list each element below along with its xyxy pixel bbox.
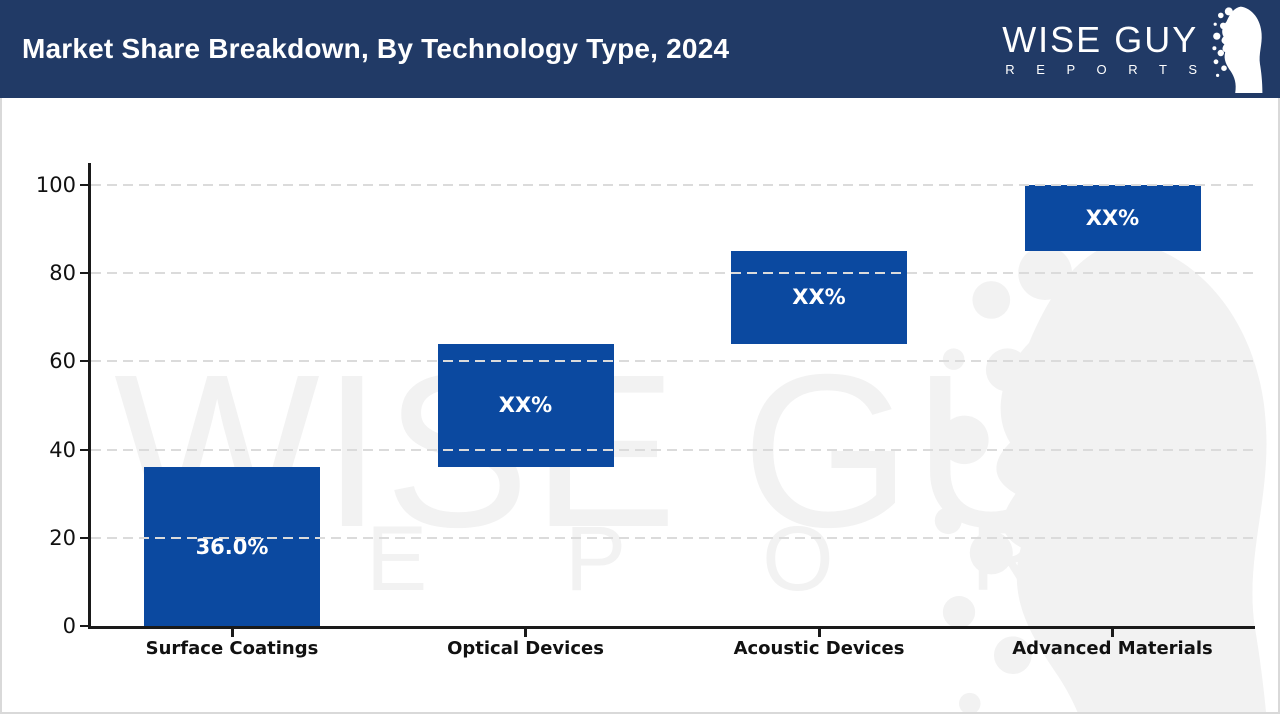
gridline-80 [91,272,1255,275]
chart-title: Market Share Breakdown, By Technology Ty… [22,33,730,64]
x-axis-label-surface-coatings: Surface Coatings [145,638,319,659]
wiseguy-face-icon [1210,5,1266,93]
x-axis-label-optical-devices: Optical Devices [447,638,604,659]
bar-value-label-acoustic-devices: XX% [792,285,846,310]
y-tick-0 [80,625,89,627]
plot-area: 36.0% XX% XX% XX% 0 20 40 60 80 100 Surface Coatin… [2,98,1278,712]
logo-text: WISE GUY R E P O R T S [1002,21,1206,77]
x-axis-label-acoustic-devices: Acoustic Devices [733,638,905,659]
y-tick-label-20: 20 [49,525,76,550]
bar-advanced-materials: XX% [1024,185,1201,252]
chart-panel: WISE GUY R E P O R T S 36.0%XX%XX%XX%020… [0,98,1280,714]
bar-acoustic-devices: XX% [731,251,907,344]
wiseguy-logo: WISE GUY R E P O R T S [1002,5,1266,93]
y-tick-label-40: 40 [49,437,76,462]
y-tick-40 [80,448,89,451]
y-tick-60 [80,360,89,363]
bar-surface-coatings: 36.0% [144,467,320,626]
x-tick-surface-coatings [230,629,234,637]
gridline-40 [91,448,1255,451]
y-tick-label-80: 80 [49,261,76,286]
x-tick-acoustic-devices [817,629,821,637]
y-tick-label-0: 0 [62,614,76,638]
logo-wordmark: WISE GUY [1002,19,1199,61]
y-tick-80 [80,272,89,275]
y-tick-100 [80,184,89,186]
y-tick-label-100: 100 [35,173,76,197]
gridline-20 [91,536,1255,539]
bar-optical-devices: XX% [437,343,614,468]
x-axis-label-advanced-materials: Advanced Materials [1012,638,1213,659]
bar-value-label-advanced-materials: XX% [1085,206,1140,231]
gridline-100 [91,184,1255,186]
x-tick-advanced-materials [1111,629,1114,637]
header-bar: Market Share Breakdown, By Technology Ty… [0,0,1280,98]
x-tick-optical-devices [524,629,527,637]
gridline-60 [91,360,1255,363]
y-tick-label-60: 60 [49,349,76,374]
logo-tagline: R E P O R T S [1005,61,1206,77]
y-axis-line [88,163,91,629]
y-tick-20 [80,536,89,539]
bar-value-label-optical-devices: XX% [498,393,553,418]
x-axis-line [88,626,1255,629]
